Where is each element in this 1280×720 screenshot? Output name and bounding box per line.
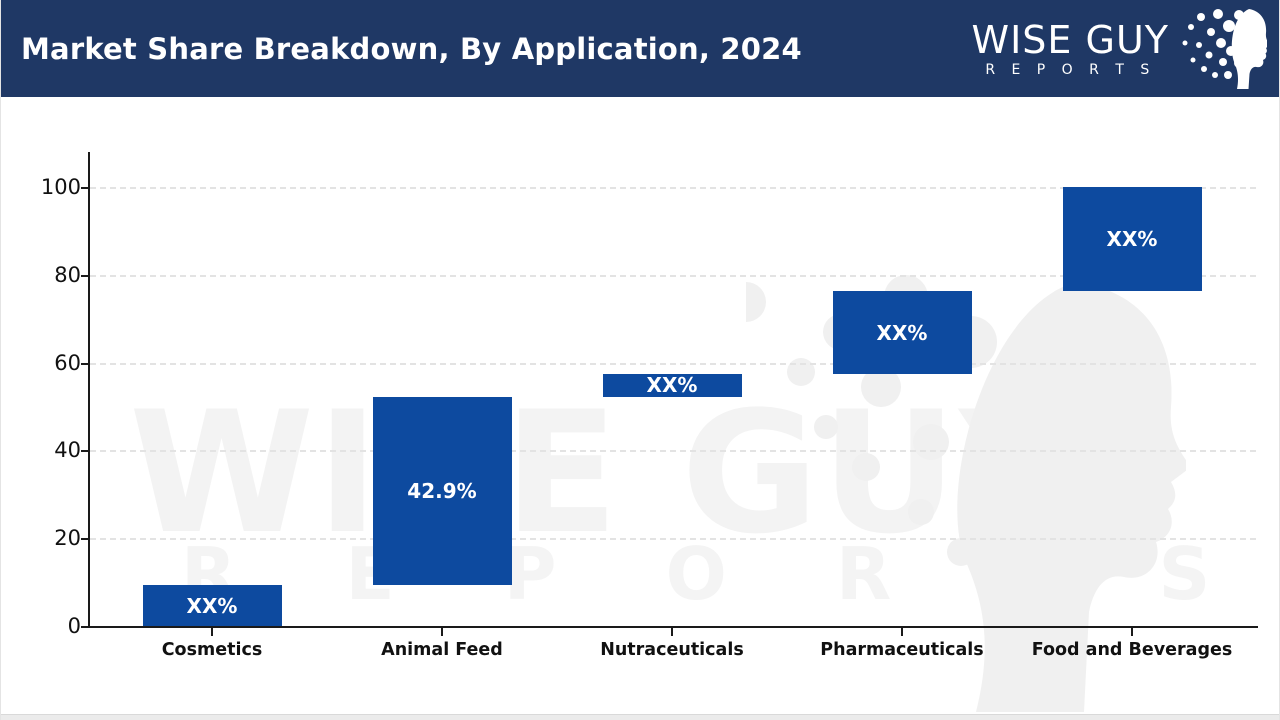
bar-value-label: XX%: [186, 593, 238, 618]
x-tick-mark: [211, 628, 213, 636]
category-label: Nutraceuticals: [600, 640, 744, 660]
bar-value-label: XX%: [876, 320, 928, 345]
y-tick-mark: [81, 538, 88, 541]
y-tick-mark: [81, 187, 88, 189]
chart-title: Market Share Breakdown, By Application, …: [21, 31, 802, 66]
y-tick-mark: [81, 362, 88, 365]
bar-nutraceuticals: XX%: [602, 373, 742, 398]
x-tick-mark: [671, 628, 673, 636]
logo-subtitle: R E P O R T S: [985, 61, 1156, 78]
bar-value-label: 42.9%: [407, 478, 477, 503]
y-tick-mark: [81, 450, 88, 453]
y-tick-label: 60: [54, 350, 81, 375]
y-tick-label: 20: [54, 526, 81, 551]
y-axis-line: [88, 152, 90, 628]
x-tick-mark: [1131, 628, 1133, 636]
gridline: [90, 187, 1256, 189]
y-tick-mark: [81, 626, 88, 628]
category-label: Food and Beverages: [1031, 640, 1233, 660]
bar-food-and-beverages: XX%: [1062, 187, 1202, 292]
wise-guy-logo: WISE GUY R E P O R T S: [972, 5, 1267, 93]
y-tick-label: 80: [54, 262, 81, 287]
gridline: [90, 362, 1256, 365]
category-label: Pharmaceuticals: [820, 640, 984, 660]
x-tick-mark: [441, 628, 443, 636]
logo-wordmark: WISE GUY: [971, 17, 1169, 62]
header-bar: Market Share Breakdown, By Application, …: [1, 0, 1279, 97]
y-tick-label: 100: [40, 175, 81, 199]
watermark-head-icon: [746, 275, 1186, 712]
bar-value-label: XX%: [1106, 227, 1158, 252]
category-label: Animal Feed: [381, 640, 503, 660]
plot-area: WISE GUY R E P O R T S 0 20 40 60 80 100 XX% 4…: [1, 97, 1279, 714]
y-tick-label: 0: [67, 614, 81, 638]
category-label: Cosmetics: [161, 640, 263, 660]
y-tick-label: 40: [54, 438, 81, 463]
logo-head-icon: [1182, 8, 1267, 89]
gridline: [90, 538, 1256, 541]
footer-strip: [1, 714, 1279, 720]
gridline: [90, 450, 1256, 453]
bar-cosmetics: XX%: [142, 585, 282, 626]
y-tick-mark: [81, 274, 88, 277]
bar-animal-feed: 42.9%: [372, 396, 512, 586]
gridline: [90, 274, 1256, 277]
bar-pharmaceuticals: XX%: [832, 291, 972, 374]
logo-text: WISE GUY R E P O R T S: [972, 21, 1169, 77]
bar-value-label: XX%: [646, 373, 698, 398]
x-tick-mark: [901, 628, 903, 636]
x-axis-line: [88, 626, 1258, 628]
